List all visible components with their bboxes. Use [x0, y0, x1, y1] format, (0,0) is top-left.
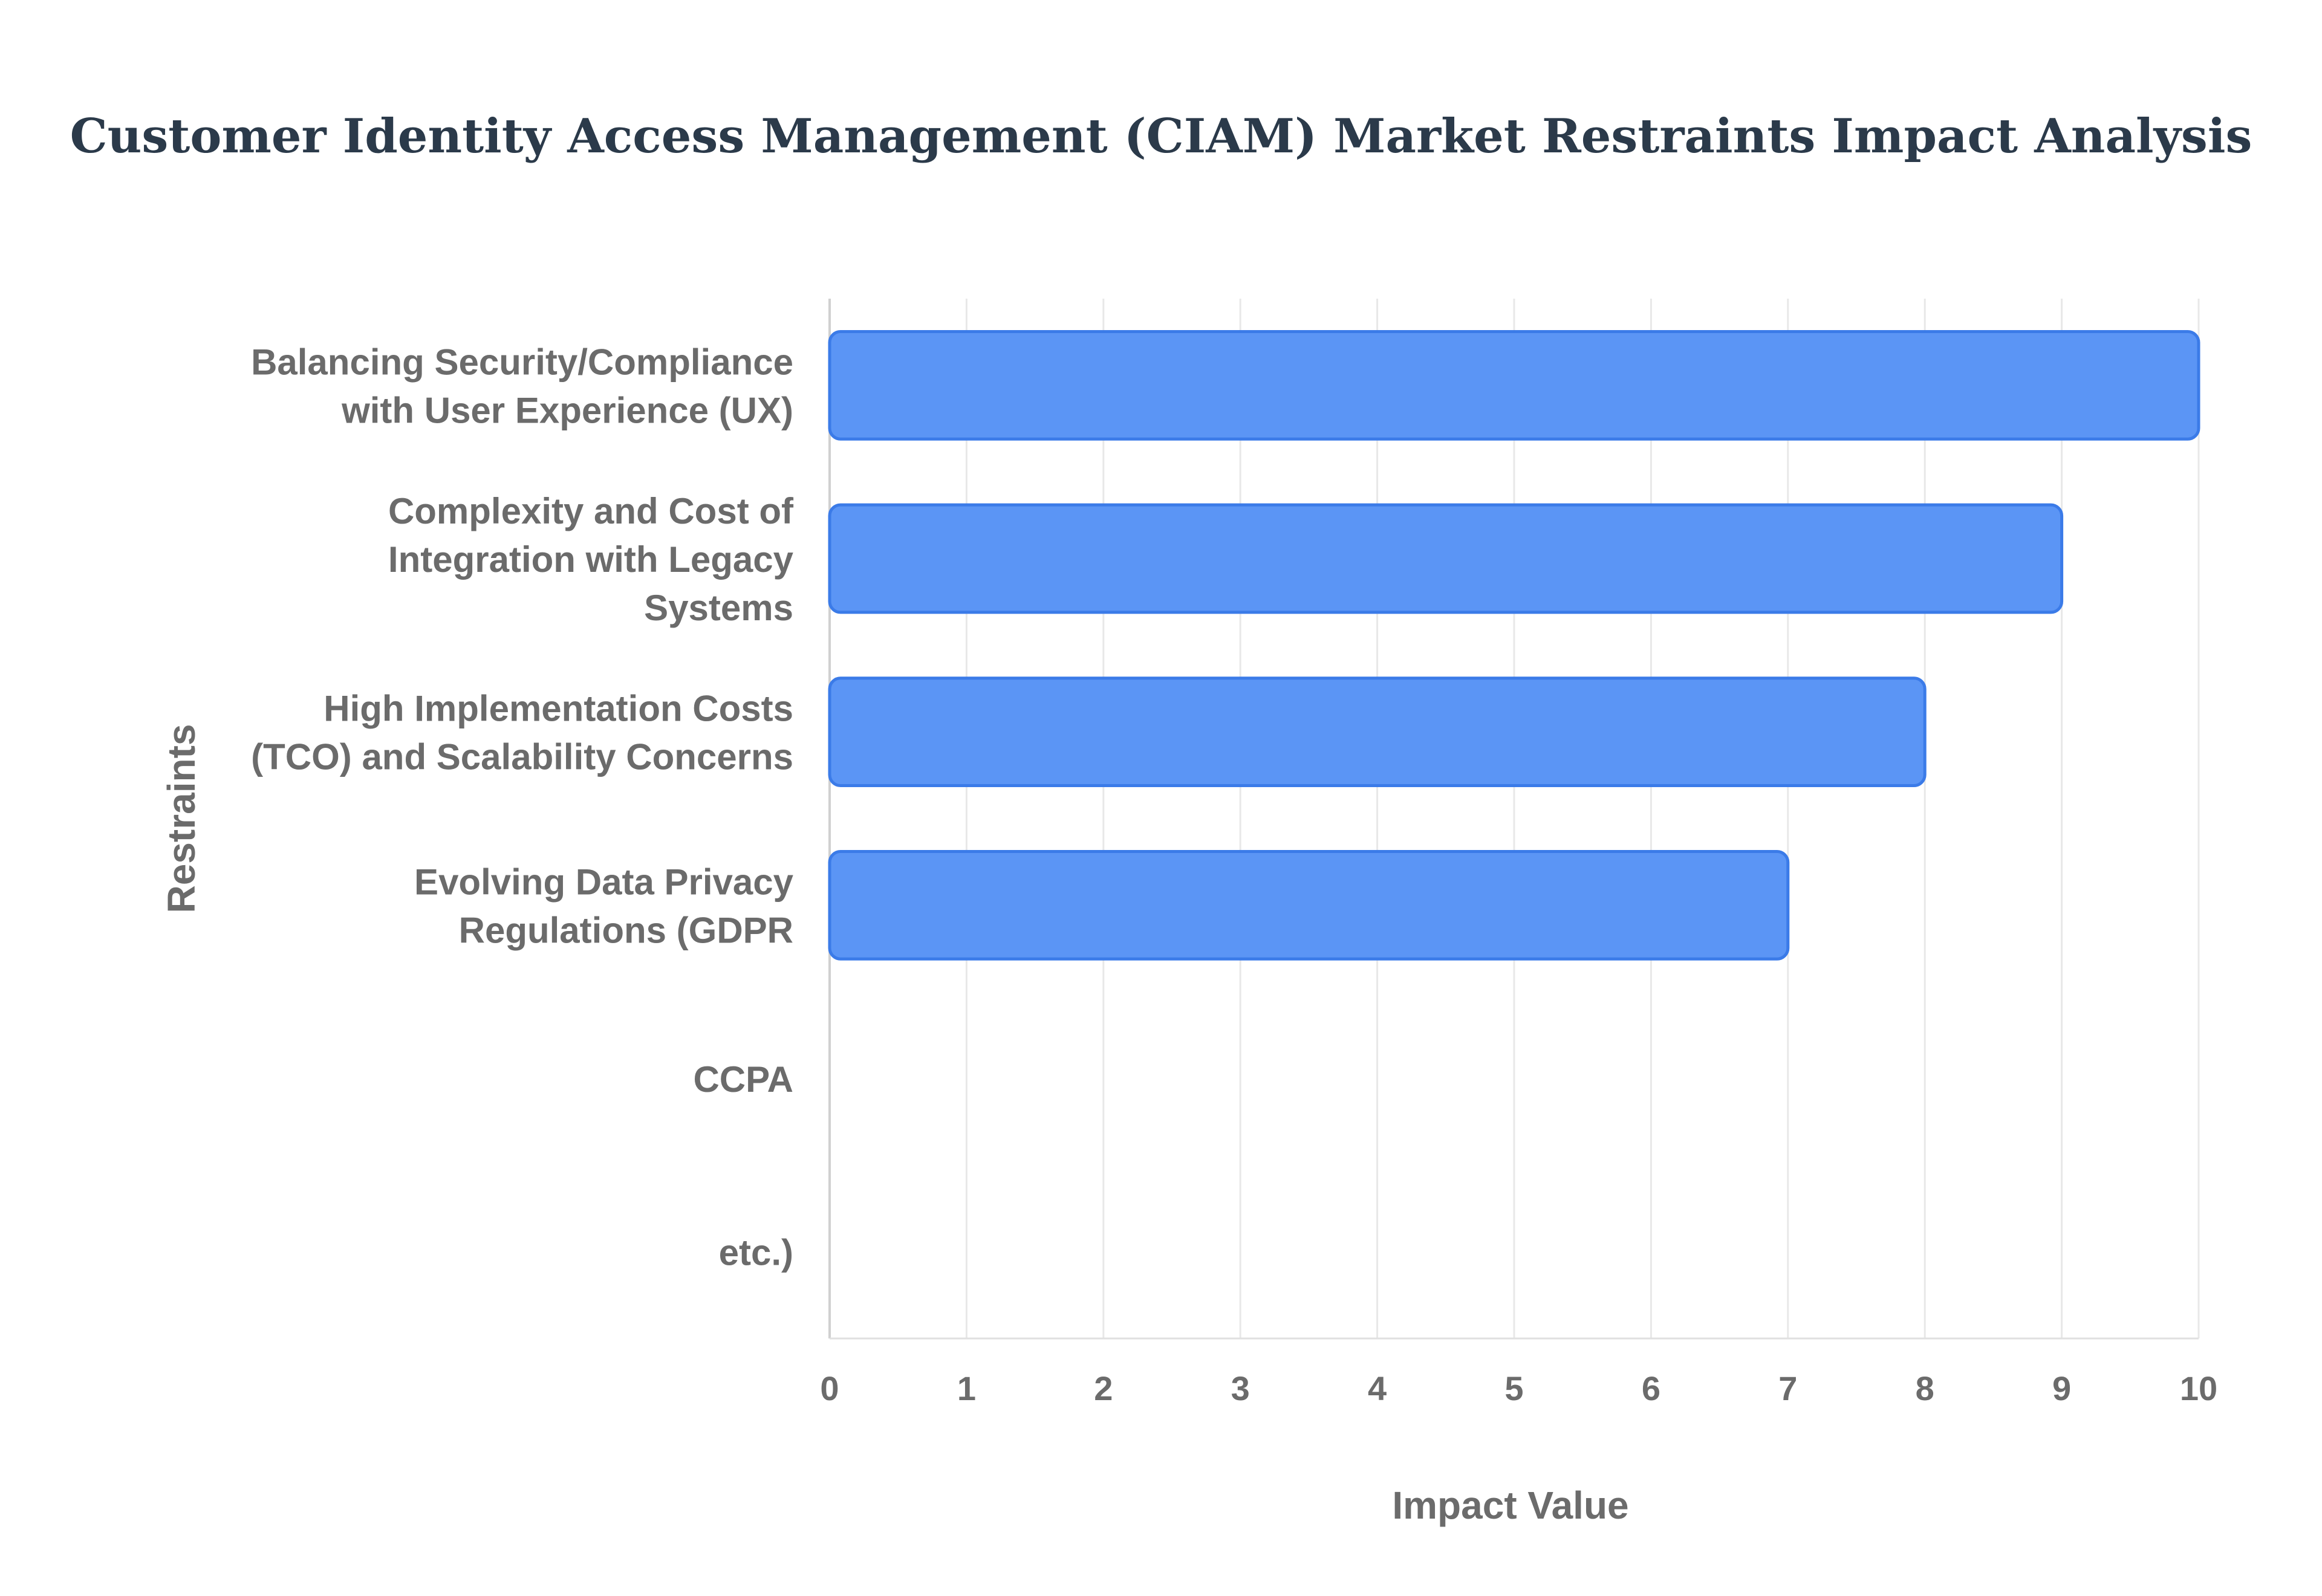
x-tick-label-9: 9 [2052, 1369, 2071, 1407]
category-labels: Balancing Security/Compliance with User E… [251, 342, 794, 1273]
x-tick-label-3: 3 [1231, 1369, 1250, 1407]
x-axis-title: Impact Value [1392, 1484, 1628, 1527]
category-label-line: Systems [644, 588, 793, 628]
bars [828, 329, 2200, 961]
x-tick-label-5: 5 [1504, 1369, 1523, 1407]
category-label-0: Balancing Security/Compliance with User E… [251, 342, 793, 430]
category-label-line: with User Experience (UX) [341, 390, 793, 430]
category-label-line: Evolving Data Privacy [414, 861, 794, 902]
category-label-line: etc.) [719, 1233, 793, 1273]
category-label-line: Complexity and Cost of [388, 491, 794, 531]
x-tick-label-1: 1 [957, 1369, 976, 1407]
chart-title: Customer Identity Access Management (CIA… [70, 109, 2252, 164]
category-label-line: (TCO) and Scalability Concerns [251, 737, 793, 777]
category-label-line: Regulations (GDPR [459, 910, 793, 950]
x-tick-labels: 0 1 2 3 4 5 6 7 8 9 10 [820, 1369, 2217, 1407]
grid-lines [828, 299, 2200, 1340]
category-label-line: Balancing Security/Compliance [251, 342, 793, 382]
x-tick-label-2: 2 [1094, 1369, 1113, 1407]
bar-0 [828, 329, 2200, 441]
bar-2 [828, 676, 1927, 788]
category-label-5: etc.) [719, 1233, 793, 1273]
category-label-line: Integration with Legacy [388, 539, 794, 580]
category-label-4: CCPA [693, 1059, 793, 1100]
x-tick-label-10: 10 [2180, 1369, 2217, 1407]
x-tick-label-8: 8 [1916, 1369, 1934, 1407]
x-tick-label-6: 6 [1642, 1369, 1660, 1407]
category-label-2: High Implementation Costs (TCO) and Scala… [251, 689, 793, 777]
x-tick-label-0: 0 [820, 1369, 839, 1407]
x-tick-label-7: 7 [1778, 1369, 1797, 1407]
y-axis-title: Restraints [160, 724, 203, 913]
x-tick-label-4: 4 [1368, 1369, 1387, 1407]
category-label-line: High Implementation Costs [324, 689, 793, 729]
category-label-line: CCPA [693, 1059, 793, 1100]
category-label-1: Complexity and Cost of Integration with L… [388, 491, 794, 628]
bar-1 [828, 503, 2064, 614]
bar-3 [828, 849, 1790, 961]
category-label-3: Evolving Data Privacy Regulations (GDPR [414, 861, 794, 950]
